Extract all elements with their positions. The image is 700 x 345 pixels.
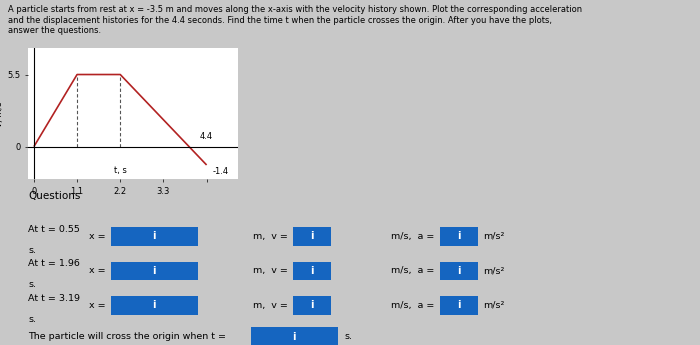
Text: s.: s. [28, 280, 36, 289]
Text: m/s,  a =: m/s, a = [391, 301, 438, 310]
Text: i: i [310, 300, 314, 310]
Text: and the displacement histories for the 4.4 seconds. Find the time t when the par: and the displacement histories for the 4… [8, 16, 552, 24]
Text: m/s²: m/s² [483, 232, 505, 241]
Text: x =: x = [89, 266, 108, 275]
Text: x =: x = [89, 301, 108, 310]
Text: s.: s. [344, 332, 352, 341]
Text: m,  v =: m, v = [253, 232, 290, 241]
Text: m/s,  a =: m/s, a = [391, 232, 438, 241]
Text: At t = 3.19: At t = 3.19 [28, 294, 80, 303]
Text: i: i [310, 231, 314, 241]
Text: 4.4: 4.4 [200, 132, 214, 141]
Text: i: i [457, 300, 461, 310]
Text: i: i [310, 266, 314, 276]
Text: m,  v =: m, v = [253, 266, 290, 275]
Text: At t = 0.55: At t = 0.55 [28, 225, 80, 234]
Text: t, s: t, s [114, 167, 127, 176]
Text: The particle will cross the origin when t =: The particle will cross the origin when … [28, 332, 229, 341]
Text: m/s²: m/s² [483, 301, 505, 310]
Text: Questions: Questions [28, 191, 80, 201]
Text: m/s,  a =: m/s, a = [391, 266, 438, 275]
Text: A particle starts from rest at x = -3.5 m and moves along the x-axis with the ve: A particle starts from rest at x = -3.5 … [8, 5, 582, 14]
Text: answer the questions.: answer the questions. [8, 26, 101, 35]
Text: m/s²: m/s² [483, 266, 505, 275]
Text: i: i [457, 231, 461, 241]
Text: i: i [153, 231, 156, 241]
Y-axis label: v, m/s: v, m/s [0, 101, 4, 127]
Text: x =: x = [89, 232, 108, 241]
Text: i: i [153, 266, 156, 276]
Text: At t = 1.96: At t = 1.96 [28, 259, 80, 268]
Text: s.: s. [28, 246, 36, 255]
Text: i: i [293, 332, 296, 342]
Text: i: i [153, 300, 156, 310]
Text: -1.4: -1.4 [213, 167, 229, 176]
Text: s.: s. [28, 315, 36, 324]
Text: m,  v =: m, v = [253, 301, 290, 310]
Text: i: i [457, 266, 461, 276]
